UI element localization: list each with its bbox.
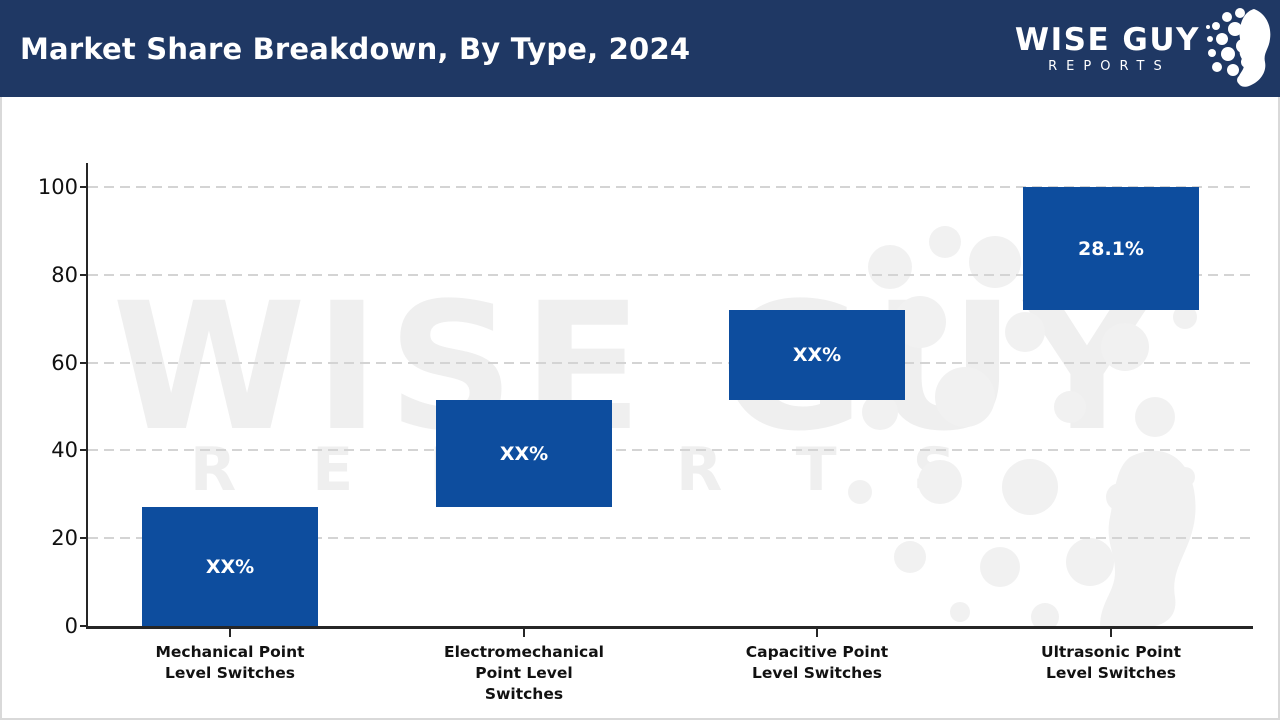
bar-segment-3: XX% [729, 310, 905, 400]
y-tick-40 [80, 449, 88, 452]
x-axis-line [86, 626, 1253, 629]
bar-chart-plot: 0 20 40 60 80 100 XX% Mechanical Point Level Sw… [0, 97, 1280, 717]
y-tick-label-80: 80 [51, 262, 78, 287]
y-tick-label-40: 40 [51, 438, 78, 463]
gridline-20 [88, 537, 1253, 540]
bar-segment-1: XX% [142, 507, 318, 626]
y-tick-100 [80, 186, 88, 188]
logo-brand-sub: REPORTS [1048, 59, 1171, 75]
y-tick-0 [80, 625, 88, 627]
wise-guy-logo-text: WISE GUY REPORTS [1015, 24, 1200, 75]
bar-segment-2: XX% [436, 399, 612, 508]
bar-segment-4: 28.1% [1023, 187, 1199, 311]
x-tick-2 [523, 629, 525, 637]
wise-guy-logo: WISE GUY REPORTS [1015, 6, 1272, 92]
category-label-4: Ultrasonic Point Level Switches [1041, 643, 1181, 682]
bar-value-label-1: XX% [205, 555, 255, 578]
y-tick-20 [80, 537, 88, 540]
chart-area: WISE GUY REPORTS 020406080100XX%Mechanic… [0, 97, 1280, 717]
gridline-60 [88, 361, 1253, 364]
logo-brand-name: WISE GUY [1014, 21, 1200, 58]
bar-value-label-3: XX% [792, 344, 842, 367]
y-tick-80 [80, 273, 88, 276]
bar-value-label-4: 28.1% [1078, 237, 1144, 260]
y-tick-label-60: 60 [51, 350, 78, 375]
header: Market Share Breakdown, By Type, 2024 WI… [0, 0, 1280, 97]
gridline-80 [88, 273, 1253, 276]
y-tick-60 [80, 361, 88, 364]
x-tick-3 [816, 629, 818, 637]
category-label-3: Capacitive Point Level Switches [745, 643, 889, 682]
y-tick-label-20: 20 [51, 526, 78, 551]
y-tick-label-100: 100 [37, 175, 78, 199]
x-tick-1 [229, 629, 231, 637]
y-axis-line [86, 163, 88, 628]
category-label-2: Electromechanical Point Level Switches [444, 643, 604, 703]
page-title: Market Share Breakdown, By Type, 2024 [20, 31, 691, 66]
watermark-text: WISE GUY [112, 265, 1159, 470]
category-label-1: Mechanical Point Level Switches [155, 643, 305, 682]
y-tick-label-0: 0 [64, 614, 78, 638]
bar-value-label-2: XX% [499, 442, 549, 465]
gridline-40 [88, 449, 1253, 452]
gridline-100 [88, 186, 1253, 188]
wise-guy-face-icon [1206, 8, 1271, 87]
x-tick-4 [1110, 629, 1112, 637]
